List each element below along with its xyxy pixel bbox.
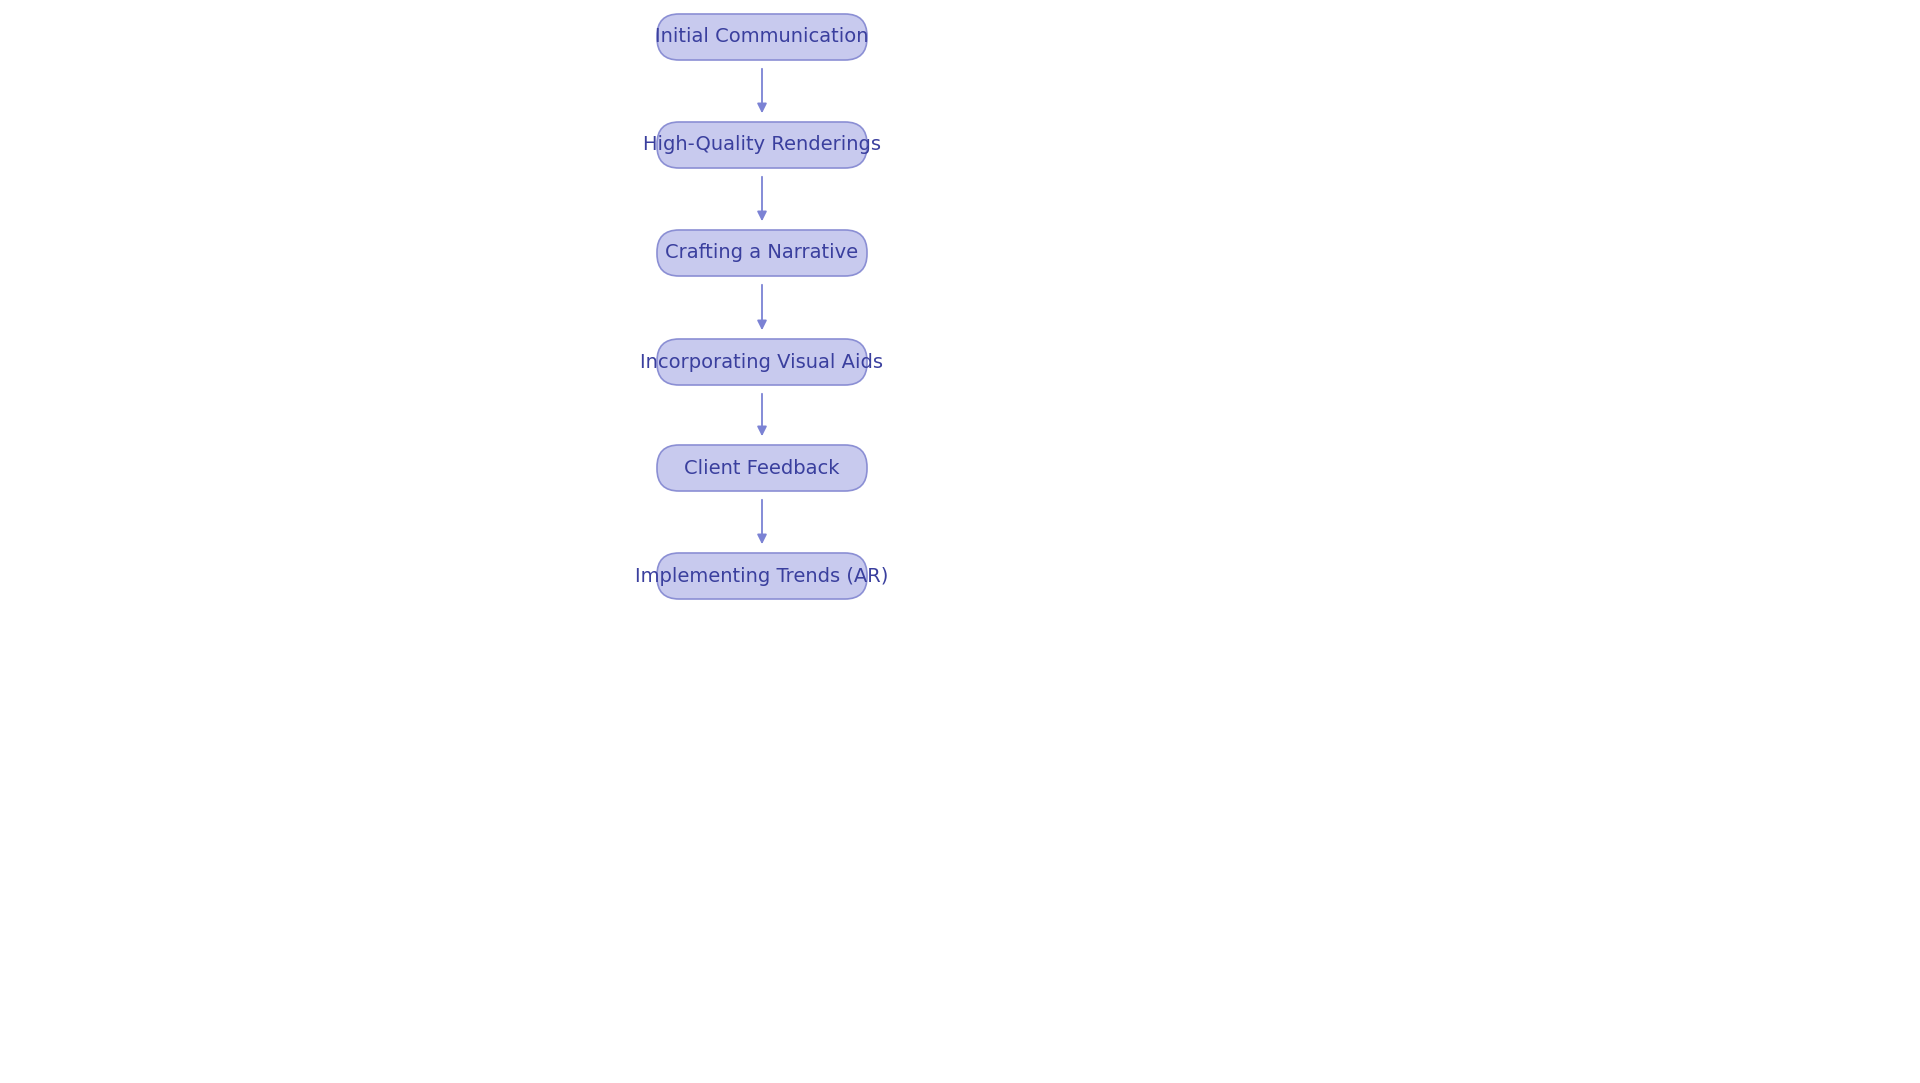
FancyBboxPatch shape [657, 122, 868, 168]
Text: Implementing Trends (AR): Implementing Trends (AR) [636, 566, 889, 586]
Text: Client Feedback: Client Feedback [684, 458, 839, 478]
Text: Initial Communication: Initial Communication [655, 27, 868, 47]
Text: Crafting a Narrative: Crafting a Narrative [666, 244, 858, 262]
FancyBboxPatch shape [657, 230, 868, 276]
FancyBboxPatch shape [657, 339, 868, 384]
Text: High-Quality Renderings: High-Quality Renderings [643, 135, 881, 155]
FancyBboxPatch shape [657, 553, 868, 599]
Text: Incorporating Visual Aids: Incorporating Visual Aids [641, 352, 883, 371]
FancyBboxPatch shape [657, 445, 868, 491]
FancyBboxPatch shape [657, 14, 868, 60]
